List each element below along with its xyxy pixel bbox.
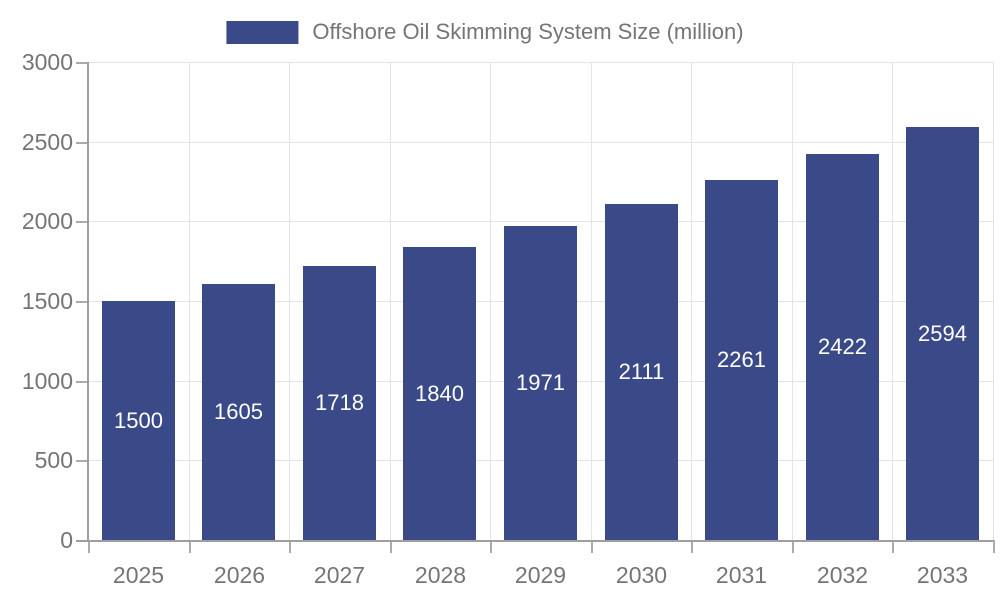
x-axis-tick [892, 540, 894, 553]
x-axis-tick [993, 540, 995, 553]
gridline-vertical [189, 62, 190, 540]
legend-item[interactable]: Offshore Oil Skimming System Size (milli… [226, 19, 744, 45]
bar-value-label: 2261 [717, 347, 766, 372]
bar-2028[interactable]: 1840 [403, 247, 476, 540]
gridline-vertical [691, 62, 692, 540]
x-axis-label-2026: 2026 [213, 562, 266, 588]
y-axis-tick [76, 142, 88, 144]
gridline-vertical [993, 62, 994, 540]
gridline-vertical [390, 62, 391, 540]
bar-value-label: 1718 [315, 390, 364, 415]
x-axis-tick [88, 540, 90, 553]
y-axis-tick [76, 62, 88, 64]
y-axis-tick-label: 0 [60, 527, 73, 553]
x-axis-label-2030: 2030 [615, 562, 668, 588]
x-axis-label-2031: 2031 [715, 562, 768, 588]
bar-value-label: 1605 [214, 399, 263, 424]
bar-value-label: 1840 [415, 380, 464, 406]
bar-value-label: 1971 [516, 370, 565, 395]
y-axis-tick-label: 1500 [21, 288, 73, 314]
y-axis-tick-label: 1000 [21, 368, 73, 394]
legend-label: Offshore Oil Skimming System Size (milli… [312, 19, 744, 44]
x-axis-tick [390, 540, 392, 553]
y-axis-line [87, 62, 89, 540]
bar-value-label: 1500 [114, 407, 163, 433]
gridline-vertical [490, 62, 491, 540]
gridline-vertical [792, 62, 793, 540]
x-axis-tick [591, 540, 593, 553]
x-axis-tick [691, 540, 693, 553]
gridline-horizontal [88, 62, 993, 63]
bar-2032[interactable]: 2422 [806, 154, 879, 540]
x-axis-tick [289, 540, 291, 553]
bar-2030[interactable]: 2111 [605, 204, 678, 540]
y-axis-tick-label: 500 [34, 447, 73, 473]
gridline-vertical [892, 62, 893, 540]
y-axis-tick-label: 3000 [21, 49, 73, 75]
x-axis-line [76, 540, 993, 542]
x-axis-label-2025: 2025 [112, 562, 165, 588]
bar-2027[interactable]: 1718 [303, 266, 376, 540]
bar-2029[interactable]: 1971 [504, 226, 577, 540]
y-axis-tick [76, 301, 88, 303]
x-axis-label-2033: 2033 [916, 562, 969, 588]
x-axis-tick [490, 540, 492, 553]
y-axis-tick [76, 381, 88, 383]
bar-value-label: 2422 [818, 334, 867, 359]
gridline-horizontal [88, 142, 993, 143]
bar-value-label: 2594 [918, 320, 967, 346]
gridline-vertical [591, 62, 592, 540]
y-axis-tick-label: 2000 [21, 208, 73, 234]
bar-2025[interactable]: 1500 [102, 301, 175, 540]
x-axis-label-2032: 2032 [816, 562, 869, 588]
bar-value-label: 2111 [618, 359, 665, 384]
y-axis-tick-label: 2500 [21, 129, 73, 155]
x-axis-label-2028: 2028 [414, 562, 467, 588]
x-axis-tick [792, 540, 794, 553]
gridline-vertical [289, 62, 290, 540]
bar-2026[interactable]: 1605 [202, 284, 275, 540]
legend-swatch [226, 20, 299, 44]
x-axis-label-2027: 2027 [313, 562, 366, 588]
x-axis-tick [189, 540, 191, 553]
x-axis-label-2029: 2029 [514, 562, 567, 588]
gridline-horizontal [88, 221, 993, 222]
y-axis-tick [76, 460, 88, 462]
bar-2033[interactable]: 2594 [906, 127, 979, 540]
y-axis-tick [76, 221, 88, 223]
bar-2031[interactable]: 2261 [705, 180, 778, 540]
